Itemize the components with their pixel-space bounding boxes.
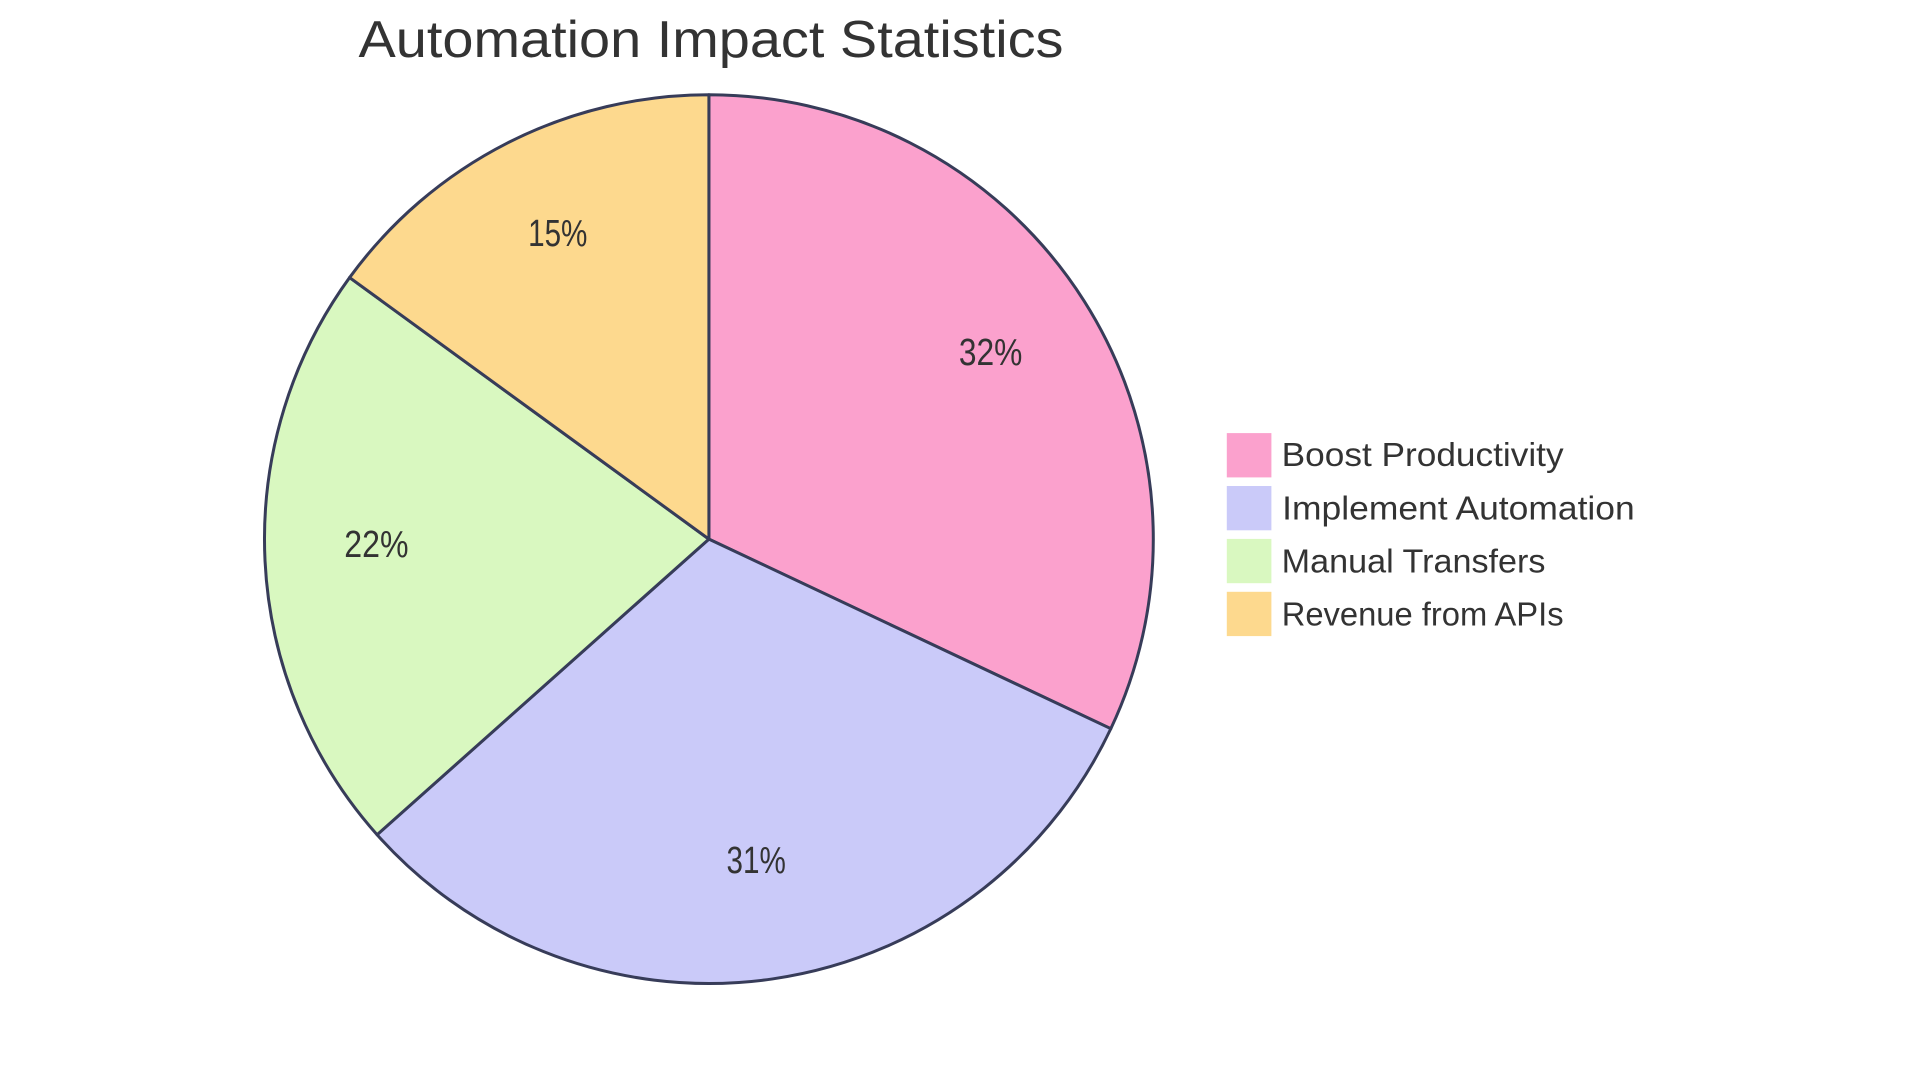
svg-text:22%: 22% bbox=[344, 524, 408, 566]
svg-text:31%: 31% bbox=[727, 840, 786, 882]
svg-text:32%: 32% bbox=[959, 332, 1023, 374]
svg-text:Manual Transfers: Manual Transfers bbox=[1282, 543, 1546, 580]
svg-text:Boost Productivity: Boost Productivity bbox=[1282, 436, 1564, 473]
svg-text:Revenue from APIs: Revenue from APIs bbox=[1282, 595, 1564, 632]
svg-text:Automation Impact Statistics: Automation Impact Statistics bbox=[359, 11, 1064, 69]
svg-text:Implement Automation: Implement Automation bbox=[1282, 489, 1635, 526]
svg-text:15%: 15% bbox=[528, 213, 587, 255]
